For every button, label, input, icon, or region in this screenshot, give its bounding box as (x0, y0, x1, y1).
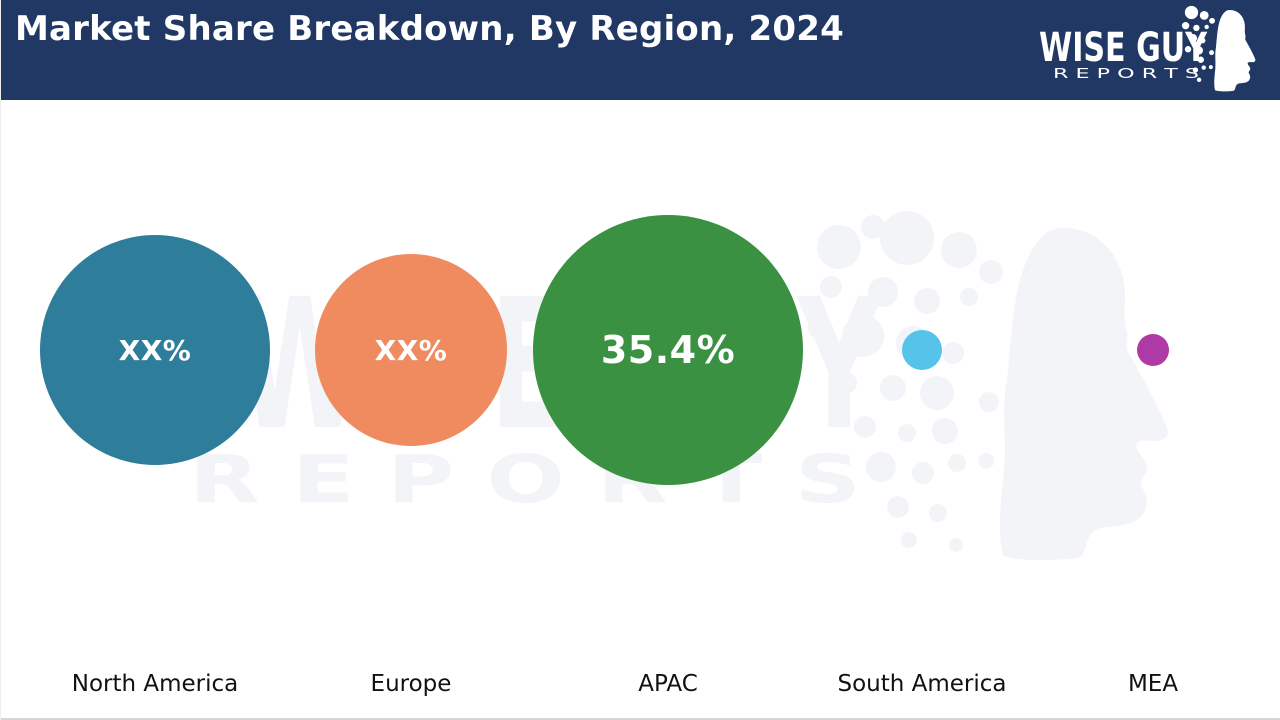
watermark-subtitle-text: R E P O R T S (189, 441, 861, 518)
brand-name: WISE GUY (1039, 25, 1208, 71)
watermark-head-icon (808, 211, 1168, 561)
background-watermark: WISE GUY R E P O R T S (189, 211, 1168, 561)
brand-subtitle: R E P O R T S (1053, 67, 1199, 82)
brand-logo: WISE GUY R E P O R T S (1039, 5, 1256, 92)
brand-head-icon (1181, 5, 1256, 92)
watermark-brand-text: WISE GUY (236, 261, 883, 470)
page-title: Market Share Breakdown, By Region, 2024 (15, 9, 844, 49)
header-bar: Market Share Breakdown, By Region, 2024 … (1, 0, 1280, 100)
bubble-chart: WISE GUY R E P O R T S XX% XX% 35.4% (1, 100, 1280, 720)
